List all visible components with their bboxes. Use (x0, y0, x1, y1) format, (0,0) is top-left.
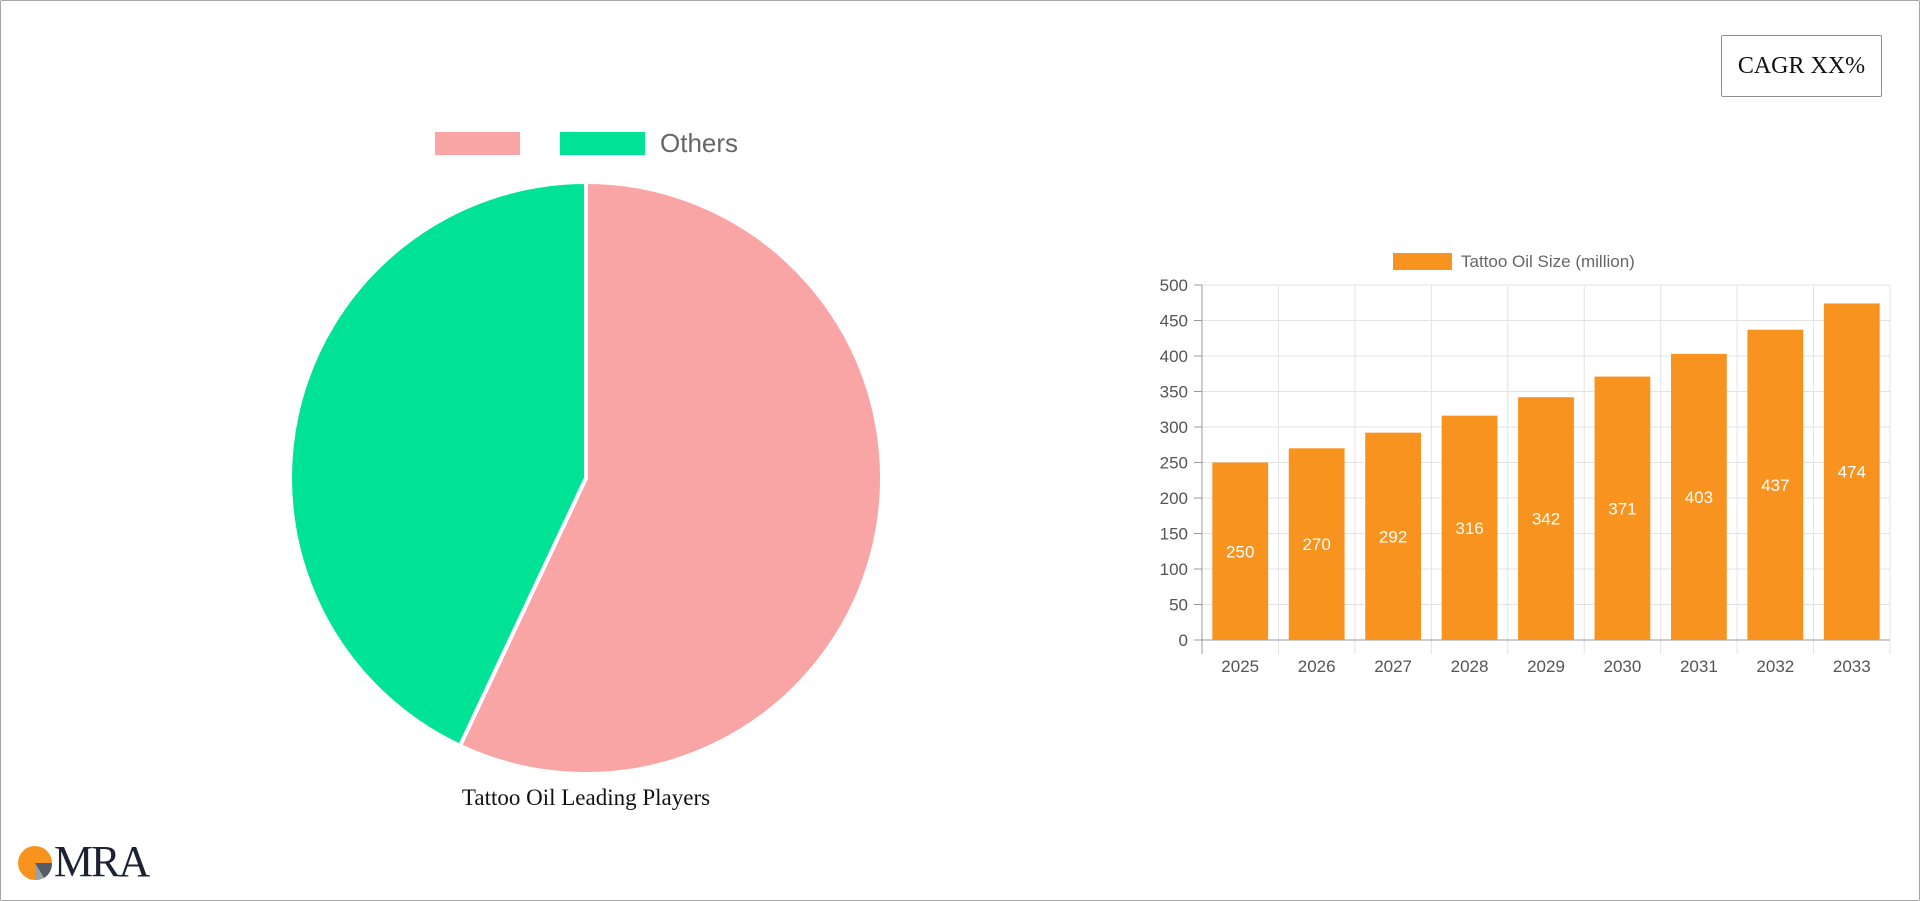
x-tick-label: 2028 (1451, 657, 1489, 676)
x-tick-label: 2033 (1833, 657, 1871, 676)
bar-2028 (1441, 415, 1498, 640)
x-tick-label: 2030 (1604, 657, 1642, 676)
logo-mark-icon (18, 846, 53, 881)
mra-logo: MRA (18, 838, 158, 886)
bar-value-label: 250 (1226, 542, 1254, 561)
bar-legend-swatch (1393, 253, 1452, 270)
bar-2030 (1594, 376, 1651, 640)
y-tick-label: 100 (1160, 560, 1188, 579)
x-tick-label: 2029 (1527, 657, 1565, 676)
y-tick-label: 250 (1160, 454, 1188, 473)
bar-value-label: 292 (1379, 527, 1407, 546)
y-tick-label: 500 (1160, 276, 1188, 295)
pie-chart-title: Tattoo Oil Leading Players (461, 785, 711, 810)
x-tick-label: 2026 (1298, 657, 1336, 676)
pie-slice-0 (457, 179, 884, 776)
y-tick-label: 150 (1160, 525, 1188, 544)
bar-value-label: 270 (1302, 535, 1330, 554)
y-tick-label: 0 (1179, 631, 1188, 650)
logo-text: MRA (54, 837, 150, 886)
y-tick-label: 400 (1160, 347, 1188, 366)
bar-value-label: 474 (1838, 463, 1866, 482)
x-tick-label: 2025 (1221, 657, 1259, 676)
bar-2026 (1288, 448, 1345, 640)
bar-value-label: 342 (1532, 510, 1560, 529)
bar-2032 (1747, 329, 1804, 640)
y-tick-label: 300 (1160, 418, 1188, 437)
pie-legend-swatch-1 (560, 132, 645, 155)
cagr-badge: CAGR XX% (1721, 35, 1882, 97)
x-tick-label: 2032 (1756, 657, 1794, 676)
x-tick-label: 2031 (1680, 657, 1718, 676)
bar-value-label: 437 (1761, 476, 1789, 495)
y-tick-label: 200 (1160, 489, 1188, 508)
bar-2027 (1365, 432, 1422, 640)
x-tick-label: 2027 (1374, 657, 1412, 676)
y-tick-label: 350 (1160, 383, 1188, 402)
bar-legend-label: Tattoo Oil Size (million) (1461, 252, 1635, 271)
pie-slice-1 (288, 179, 588, 749)
bar-value-label: 403 (1685, 488, 1713, 507)
bar-2029 (1518, 397, 1574, 640)
bar-value-label: 371 (1608, 499, 1636, 518)
y-tick-label: 450 (1160, 312, 1188, 331)
pie-legend-label-1: Others (660, 128, 738, 158)
pie-legend-swatch-0 (435, 132, 520, 155)
y-tick-label: 50 (1169, 596, 1188, 615)
bar-2033 (1823, 303, 1880, 640)
bar-2025 (1212, 462, 1269, 640)
bar-2031 (1670, 353, 1727, 640)
bar-value-label: 316 (1455, 519, 1483, 538)
